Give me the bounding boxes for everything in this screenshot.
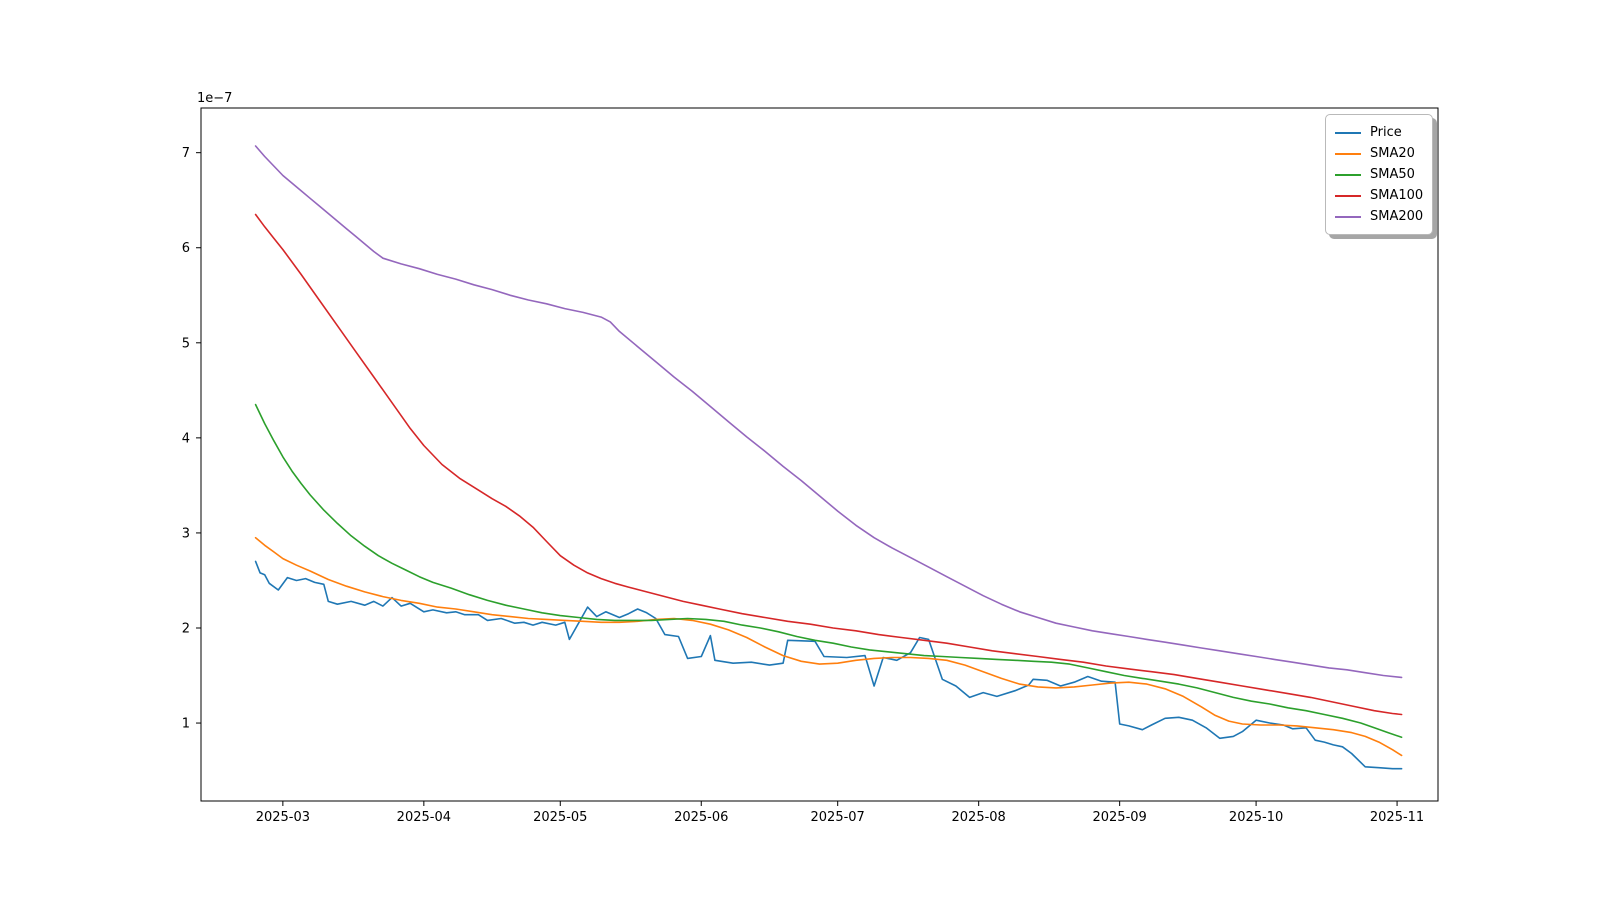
legend-label-sma50: SMA50: [1370, 167, 1415, 182]
x-tick-label: 2025-07: [811, 810, 865, 825]
series-group: [254, 145, 1403, 770]
x-tick-label: 2025-06: [674, 810, 728, 825]
sma50-line-swatch: [1335, 173, 1361, 176]
y-tick-label: 5: [182, 336, 190, 351]
x-tick-label: 2025-08: [952, 810, 1006, 825]
sma50-line: [254, 403, 1403, 739]
legend-item-sma100: SMA100: [1335, 185, 1424, 206]
legend-label-price: Price: [1370, 125, 1402, 140]
legend-label-sma200: SMA200: [1370, 209, 1424, 224]
sma20-line: [254, 536, 1403, 757]
y-axis-ticks: 1 2 3 4 5 6 7: [182, 146, 201, 732]
legend: Price SMA20 SMA50 SMA100 SMA200: [1325, 114, 1433, 235]
x-tick-label: 2025-04: [397, 810, 451, 825]
sma20-line-swatch: [1335, 152, 1361, 155]
sma100-line-swatch: [1335, 194, 1361, 197]
legend-item-sma50: SMA50: [1335, 164, 1421, 185]
legend-item-sma200: SMA200: [1335, 206, 1424, 227]
sma100-line: [254, 213, 1403, 716]
x-tick-label: 2025-09: [1092, 810, 1146, 825]
y-tick-label: 7: [182, 146, 190, 161]
x-tick-label: 2025-05: [533, 810, 587, 825]
price-line: [254, 560, 1403, 770]
y-tick-label: 4: [182, 431, 190, 446]
plot-border: [200, 107, 1439, 802]
legend-item-price: Price: [1335, 122, 1421, 143]
legend-item-sma20: SMA20: [1335, 143, 1421, 164]
sma200-line-swatch: [1335, 215, 1361, 218]
y-tick-label: 6: [182, 241, 190, 256]
price-line-swatch: [1335, 131, 1361, 134]
y-tick-label: 2: [182, 621, 190, 636]
x-tick-label: 2025-10: [1229, 810, 1283, 825]
x-tick-label: 2025-11: [1370, 810, 1424, 825]
y-axis-offset-label: 1e−7: [197, 91, 232, 106]
legend-label-sma100: SMA100: [1370, 188, 1424, 203]
x-axis-ticks: 2025-03 2025-04 2025-05 2025-06 2025-07 2025-…: [256, 801, 1424, 825]
x-tick-label: 2025-03: [256, 810, 310, 825]
sma200-line: [254, 145, 1403, 679]
y-tick-label: 3: [182, 526, 190, 541]
legend-label-sma20: SMA20: [1370, 146, 1415, 161]
y-tick-label: 1: [182, 717, 190, 732]
